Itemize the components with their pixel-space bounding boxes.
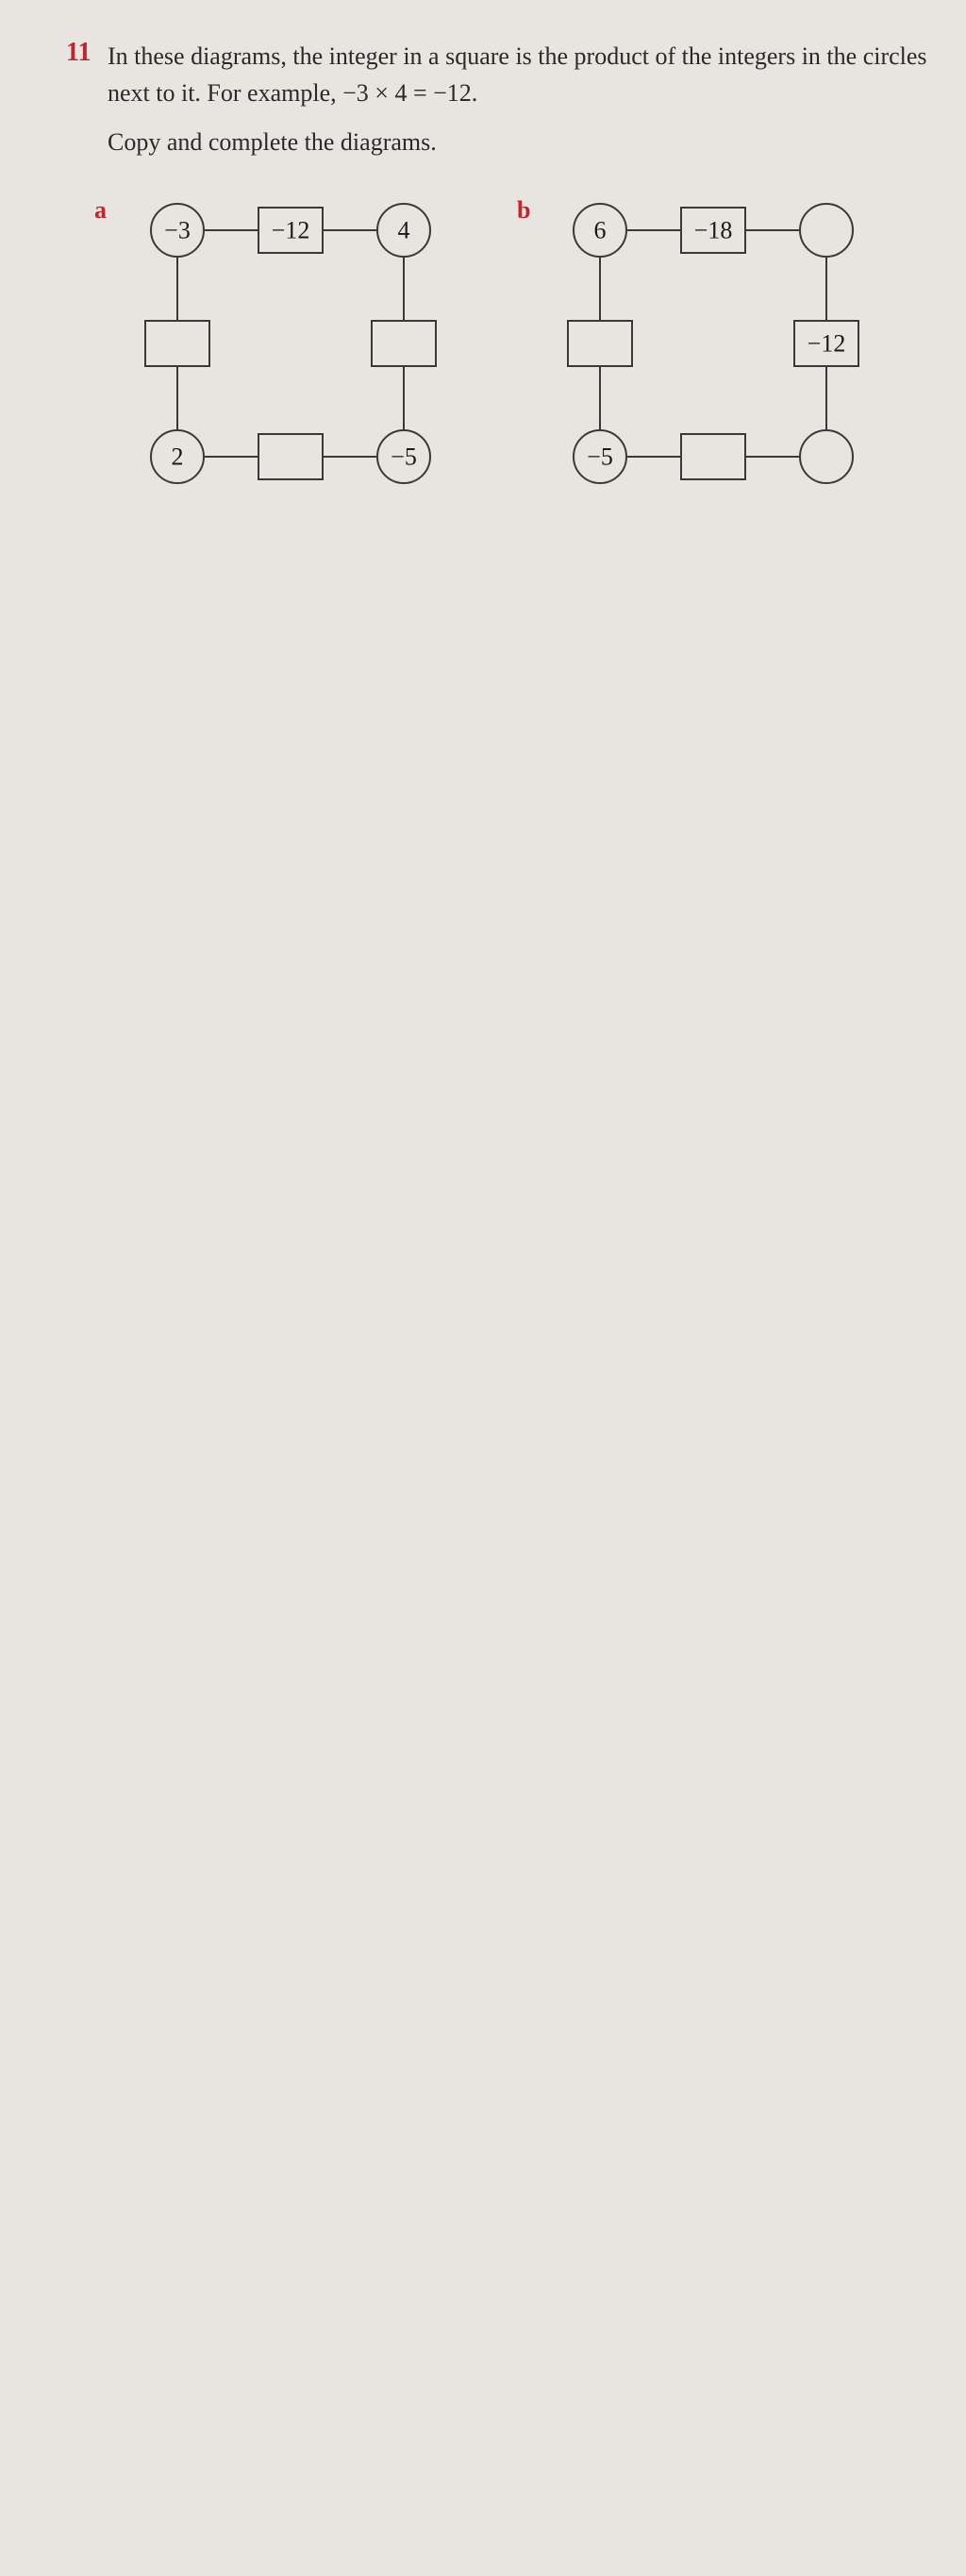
square-top-text: −18 [694, 217, 733, 244]
diagram-a-svg: −3 4 2 −5 −12 [121, 183, 460, 504]
circle-bottom-left-text: −5 [587, 443, 613, 471]
circle-bottom-left-text: 2 [172, 443, 184, 471]
square-right [372, 321, 436, 366]
question-number: 11 [66, 38, 108, 68]
circle-top-left-text: 6 [594, 217, 607, 244]
square-bottom [681, 434, 745, 479]
circle-bottom-right-text: −5 [391, 443, 417, 471]
question-row: 11 In these diagrams, the integer in a s… [66, 38, 928, 111]
diagram-b-svg: 6 −5 −18 −12 [543, 183, 883, 504]
square-left [568, 321, 632, 366]
square-left [145, 321, 209, 366]
part-a-label: a [94, 196, 121, 225]
diagram-a: a [94, 183, 460, 504]
circle-top-right [800, 204, 853, 257]
square-right-text: −12 [808, 330, 846, 358]
circle-top-right-text: 4 [398, 217, 410, 244]
page: 11 In these diagrams, the integer in a s… [0, 0, 966, 542]
diagram-b: b [517, 183, 883, 504]
diagrams-row: a [94, 183, 928, 504]
question-prompt: In these diagrams, the integer in a squa… [108, 38, 928, 111]
question-instruction: Copy and complete the diagrams. [108, 128, 928, 157]
square-bottom [258, 434, 323, 479]
circle-bottom-right [800, 430, 853, 483]
part-b-label: b [517, 196, 543, 225]
circle-top-left-text: −3 [164, 217, 191, 244]
square-top-text: −12 [272, 217, 310, 244]
